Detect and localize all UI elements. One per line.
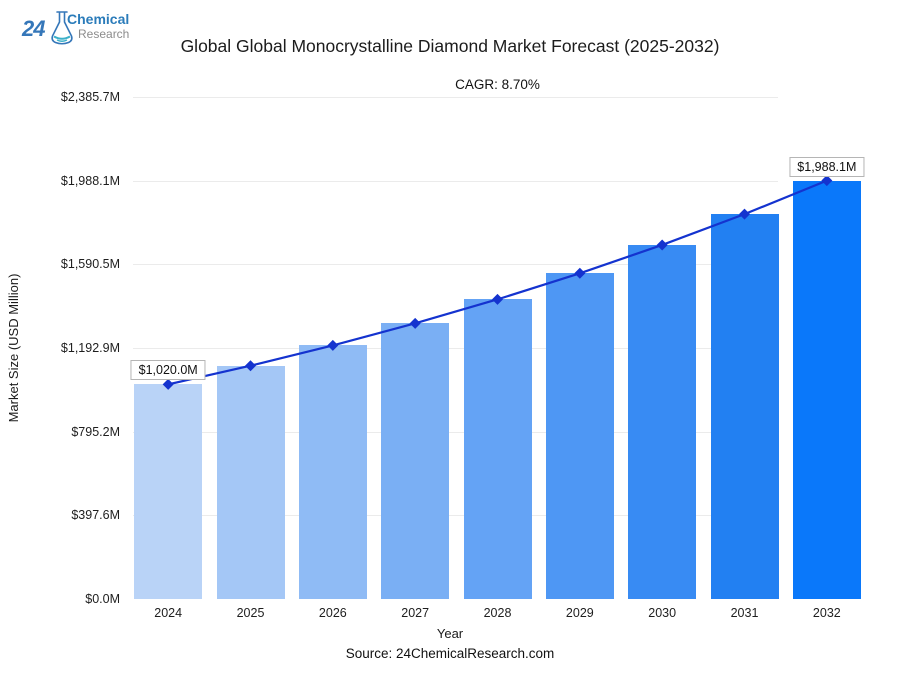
- gridline: [133, 431, 778, 433]
- brand-word-top: Chemical: [67, 11, 130, 27]
- source-note: Source: 24ChemicalResearch.com: [345, 646, 555, 661]
- bar-2032: [792, 180, 861, 599]
- gridline: [133, 180, 778, 182]
- bar-2025: [216, 365, 285, 599]
- bar-2028: [463, 299, 532, 599]
- plot-area: $1,020.0M $1,988.1M: [127, 97, 868, 599]
- bar-2029: [545, 273, 614, 599]
- brand-word-bottom: Research: [78, 27, 130, 41]
- x-tick-label-2027: 2027: [401, 606, 430, 620]
- y-tick-label: $1,590.5M: [60, 257, 120, 272]
- x-tick-label-2028: 2028: [483, 606, 512, 620]
- x-axis-title: Year: [436, 626, 464, 641]
- x-tick-label-2032: 2032: [812, 606, 841, 620]
- brand-wordmark: Chemical Research: [67, 12, 129, 40]
- y-tick-label: $0.0M: [85, 592, 120, 606]
- y-tick-label: $795.2M: [71, 424, 120, 439]
- y-tick-label: $2,385.7M: [60, 90, 120, 104]
- gridline: [133, 97, 778, 98]
- value-label-2032: $1,988.1M: [789, 156, 865, 177]
- x-tick-label-2029: 2029: [565, 606, 594, 620]
- x-tick-label-2025: 2025: [236, 606, 265, 620]
- flask-icon: [51, 11, 73, 45]
- y-tick-label: $1,988.1M: [60, 173, 120, 188]
- x-tick-label-2024: 2024: [154, 606, 183, 620]
- chart-title: Global Global Monocrystalline Diamond Ma…: [180, 36, 720, 56]
- chart-subtitle: CAGR: 8.70%: [455, 77, 540, 92]
- y-tick-label: $397.6M: [71, 508, 120, 523]
- bar-2030: [628, 244, 697, 599]
- bar-2024: [134, 384, 203, 599]
- x-tick-label-2031: 2031: [730, 606, 759, 620]
- bar-2027: [381, 323, 450, 599]
- bar-2031: [710, 214, 779, 599]
- bar-2026: [298, 345, 367, 599]
- y-tick-label: $1,192.9M: [60, 340, 120, 355]
- brand-logo: 24 Chemical Research: [22, 9, 132, 47]
- x-tick-label-2030: 2030: [648, 606, 677, 620]
- brand-number: 24: [22, 16, 46, 41]
- value-label-2024: $1,020.0M: [130, 360, 206, 381]
- x-tick-label-2026: 2026: [318, 606, 347, 620]
- gridline: [133, 515, 778, 517]
